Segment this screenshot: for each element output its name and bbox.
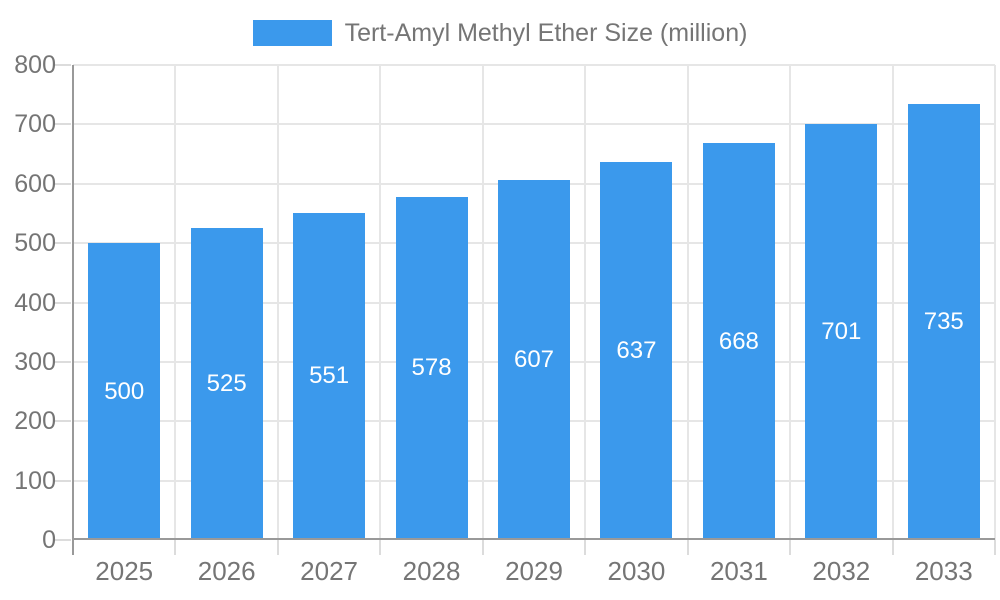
x-tick-4 — [481, 540, 484, 555]
x-tick-3 — [379, 540, 382, 555]
y-tick-200 — [54, 420, 71, 423]
x-tick-9 — [994, 540, 996, 555]
y-tick-label-500: 500 — [14, 229, 56, 258]
y-tick-300 — [54, 360, 71, 363]
bar-value-label-2030: 637 — [616, 336, 657, 364]
x-tick-5 — [584, 540, 587, 555]
bar-2032[interactable]: 701 — [805, 123, 878, 540]
v-gridline-7 — [789, 65, 792, 540]
bar-2027[interactable]: 551 — [293, 212, 366, 540]
bar-2030[interactable]: 637 — [600, 161, 673, 540]
x-axis-label-2033: 2033 — [914, 556, 973, 586]
bar-2033[interactable]: 735 — [907, 103, 980, 540]
x-axis-label-2027: 2027 — [300, 556, 359, 586]
x-tick-1 — [174, 540, 177, 555]
bar-2025[interactable]: 500 — [88, 243, 161, 540]
y-tick-label-200: 200 — [14, 407, 56, 436]
legend[interactable]: Tert-Amyl Methyl Ether Size (million) — [0, 18, 1000, 48]
bar-value-label-2031: 668 — [718, 327, 759, 355]
v-gridline-4 — [481, 65, 484, 540]
y-tick-label-300: 300 — [14, 347, 56, 376]
v-gridline-5 — [584, 65, 587, 540]
y-tick-label-400: 400 — [14, 288, 56, 317]
y-tick-600 — [54, 182, 71, 185]
y-tick-500 — [54, 242, 71, 245]
bar-value-label-2027: 551 — [309, 362, 350, 390]
x-tick-8 — [891, 540, 894, 555]
bar-2031[interactable]: 668 — [702, 143, 775, 540]
bar-value-label-2026: 525 — [206, 370, 247, 398]
x-axis-label-2028: 2028 — [402, 556, 461, 586]
plot-area: 500 525 551 578 607 637 668 701 735 — [54, 64, 996, 555]
x-tick-7 — [789, 540, 792, 555]
y-tick-label-600: 600 — [14, 169, 56, 198]
x-axis-label-2029: 2029 — [505, 556, 563, 586]
v-gridline-1 — [174, 65, 177, 540]
y-tick-0 — [54, 539, 71, 541]
h-gridline-800 — [73, 64, 995, 66]
v-gridline-6 — [686, 65, 689, 540]
legend-swatch-icon — [252, 20, 332, 46]
v-gridline-8 — [891, 65, 894, 540]
bar-value-label-2033: 735 — [923, 307, 964, 335]
x-tick-6 — [686, 540, 689, 555]
y-tick-700 — [54, 123, 71, 126]
v-gridline-2 — [276, 65, 279, 540]
legend-label: Tert-Amyl Methyl Ether Size (million) — [344, 18, 748, 47]
y-tick-label-100: 100 — [14, 466, 56, 495]
bar-value-label-2032: 701 — [821, 317, 862, 345]
y-axis-line — [72, 65, 74, 555]
x-tick-2 — [276, 540, 279, 555]
x-axis-label-2025: 2025 — [95, 556, 154, 586]
x-axis-label-2031: 2031 — [709, 556, 768, 586]
bar-2028[interactable]: 578 — [395, 196, 468, 540]
bar-2029[interactable]: 607 — [498, 179, 570, 540]
y-tick-label-700: 700 — [14, 110, 56, 139]
y-tick-800 — [54, 64, 71, 66]
y-tick-400 — [54, 301, 71, 304]
bar-value-label-2028: 578 — [411, 354, 452, 382]
v-gridline-3 — [379, 65, 382, 540]
bar-value-label-2029: 607 — [513, 345, 555, 373]
h-gridline-700 — [73, 123, 995, 126]
x-axis-line — [73, 538, 995, 540]
x-axis-label-2026: 2026 — [197, 556, 256, 586]
bar-2026[interactable]: 525 — [190, 228, 263, 540]
x-axis-label-2032: 2032 — [812, 556, 871, 586]
y-tick-label-800: 800 — [14, 51, 56, 79]
y-tick-100 — [54, 479, 71, 482]
bar-value-label-2025: 500 — [104, 377, 145, 405]
y-tick-label-0: 0 — [42, 526, 56, 554]
x-axis-label-2030: 2030 — [607, 556, 666, 586]
v-gridline-9 — [994, 65, 996, 540]
